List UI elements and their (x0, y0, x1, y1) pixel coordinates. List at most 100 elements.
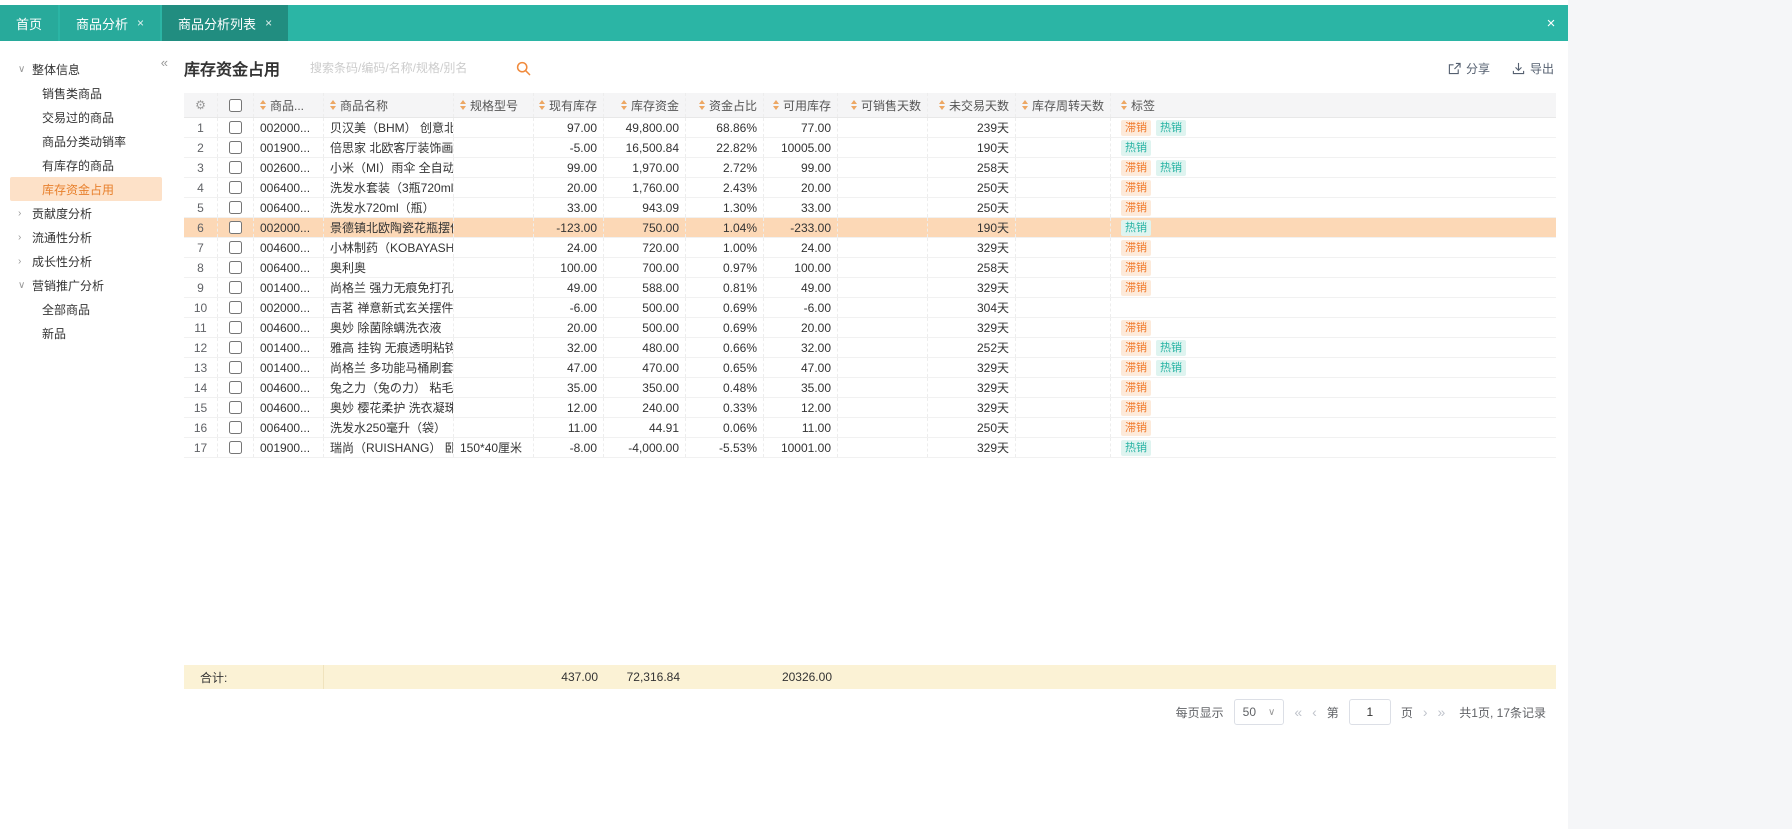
row-checkbox[interactable] (229, 241, 242, 254)
row-checkbox[interactable] (229, 381, 242, 394)
sidebar-item-category-sellthrough[interactable]: 商品分类动销率 (10, 129, 162, 153)
first-page-button[interactable]: « (1294, 704, 1303, 720)
sidebar-item-new-products[interactable]: 新品 (10, 321, 162, 345)
cell-name: 洗发水套装（3瓶720ml+1瓶 (324, 178, 454, 197)
column-header-stock[interactable]: 现有库存 (534, 93, 604, 117)
export-button[interactable]: 导出 (1512, 60, 1554, 77)
sidebar-item-sales-products[interactable]: 销售类商品 (10, 81, 162, 105)
row-checkbox[interactable] (229, 141, 242, 154)
column-header-tags[interactable]: 标签 (1111, 93, 1556, 117)
table-row[interactable]: 11 004600... 奥妙 除菌除螨洗衣液 20.00 500.00 0.69% 20.… (184, 318, 1556, 338)
sidebar-item-inventory-capital[interactable]: 库存资金占用 (10, 177, 162, 201)
row-index: 10 (184, 298, 218, 317)
gear-icon[interactable]: ⚙ (184, 93, 218, 117)
cell-name: 洗发水720ml（瓶） (324, 198, 454, 217)
close-icon[interactable]: × (1546, 14, 1556, 32)
sort-icon (538, 100, 545, 110)
column-header-avail[interactable]: 可用库存 (764, 93, 838, 117)
column-header-name[interactable]: 商品名称 (324, 93, 454, 117)
row-checkbox[interactable] (229, 261, 242, 274)
column-header-turnover[interactable]: 库存周转天数 (1016, 93, 1111, 117)
row-checkbox[interactable] (229, 301, 242, 314)
sidebar-collapse-icon[interactable]: « (160, 55, 168, 70)
summary-fund-total: 72,316.84 (626, 670, 680, 684)
top-strip (0, 0, 1568, 5)
cell-notrade: 258天 (928, 258, 1016, 277)
sidebar-item-marketing-analysis[interactable]: ∨ 营销推广分析 (10, 273, 162, 297)
column-header-fund[interactable]: 库存资金 (604, 93, 686, 117)
cell-notrade: 190天 (928, 138, 1016, 157)
page-size-value: 50 (1242, 705, 1256, 719)
cell-notrade: 304天 (928, 298, 1016, 317)
page-number-input[interactable] (1348, 699, 1391, 725)
row-index: 12 (184, 338, 218, 357)
cell-tags: 滞销 热销 (1111, 358, 1556, 377)
sidebar-item-growth-analysis[interactable]: › 成长性分析 (10, 249, 162, 273)
cell-notrade: 250天 (928, 178, 1016, 197)
table-row[interactable]: 5 006400... 洗发水720ml（瓶） 33.00 943.09 1.30% 33.… (184, 198, 1556, 218)
row-checkbox-cell (218, 218, 254, 237)
cell-name: 小米（MI）雨伞 全自动折叠 (324, 158, 454, 177)
row-checkbox[interactable] (229, 221, 242, 234)
row-checkbox[interactable] (229, 181, 242, 194)
table-row[interactable]: 8 006400... 奥利奥 100.00 700.00 0.97% 100.00 258天… (184, 258, 1556, 278)
row-checkbox[interactable] (229, 361, 242, 374)
sidebar-item-traded-products[interactable]: 交易过的商品 (10, 105, 162, 129)
table-row[interactable]: 16 006400... 洗发水250毫升（袋） 11.00 44.91 0.06% 11.… (184, 418, 1556, 438)
tab-product-analysis[interactable]: 商品分析 × (60, 5, 161, 41)
summary-cell (1016, 665, 1111, 689)
last-page-button[interactable]: » (1437, 704, 1446, 720)
tab-product-analysis-list[interactable]: 商品分析列表 × (162, 5, 289, 41)
column-header-saledays[interactable]: 可销售天数 (838, 93, 928, 117)
tab-close-icon[interactable]: × (137, 16, 145, 30)
cell-saledays (838, 118, 928, 137)
table-row[interactable]: 6 002000...景德镇北欧陶瓷花瓶摆件 优 -123.00750.001.04… (184, 218, 1556, 238)
column-header-code[interactable]: 商品... (254, 93, 324, 117)
tab-close-icon[interactable]: × (265, 16, 273, 30)
table-row[interactable]: 2 001900...倍思家 北欧客厅装饰画卧室 -5.0016,500.8422.… (184, 138, 1556, 158)
sidebar-item-overall-info[interactable]: ∨ 整体信息 (10, 57, 162, 81)
prev-page-button[interactable]: ‹ (1312, 704, 1317, 720)
search-input[interactable] (310, 61, 511, 75)
row-checkbox[interactable] (229, 341, 242, 354)
row-checkbox[interactable] (229, 441, 242, 454)
share-button[interactable]: 分享 (1448, 60, 1490, 77)
page-size-select[interactable]: 50 ∨ (1233, 699, 1285, 725)
table-row[interactable]: 7004600...小林制药（KOBAYASHI）日24.00720.001.0… (184, 238, 1556, 258)
select-all-checkbox[interactable] (229, 98, 242, 112)
row-checkbox[interactable] (229, 121, 242, 134)
row-checkbox[interactable] (229, 201, 242, 214)
cell-notrade: 250天 (928, 198, 1016, 217)
cell-ratio: 0.69% (686, 318, 764, 337)
column-header-spec[interactable]: 规格型号 (454, 93, 534, 117)
sidebar-item-contribution-analysis[interactable]: › 贡献度分析 (10, 201, 162, 225)
sidebar-item-liquidity-analysis[interactable]: › 流通性分析 (10, 225, 162, 249)
sidebar-item-all-products[interactable]: 全部商品 (10, 297, 162, 321)
row-checkbox[interactable] (229, 281, 242, 294)
sort-icon (938, 100, 945, 110)
row-checkbox[interactable] (229, 321, 242, 334)
cell-name: 瑞尚（RUISHANG） 卧室窗 (324, 438, 454, 457)
column-label: 现有库存 (548, 98, 597, 113)
cell-notrade: 258天 (928, 158, 1016, 177)
table-row[interactable]: 17 001900...瑞尚（RUISHANG） 卧室窗150*40厘米-8.00… (184, 438, 1556, 458)
search-icon[interactable] (516, 61, 531, 76)
row-checkbox[interactable] (229, 421, 242, 434)
next-page-button[interactable]: › (1422, 704, 1428, 720)
tab-home[interactable]: 首页 (0, 5, 59, 41)
column-header-notrade[interactable]: 未交易天数 (928, 93, 1016, 117)
table-row[interactable]: 1 002000...贝汉美（BHM） 创意北欧花 97.0049,800.0068… (184, 118, 1556, 138)
row-checkbox[interactable] (229, 161, 242, 174)
sidebar-item-stocked-products[interactable]: 有库存的商品 (10, 153, 162, 177)
column-header-ratio[interactable]: 资金占比 (686, 93, 764, 117)
cell-stock: -6.00 (534, 298, 604, 317)
row-checkbox[interactable] (229, 401, 242, 414)
table-row[interactable]: 4006400...洗发水套装（3瓶720ml+1瓶20.001,760.002… (184, 178, 1556, 198)
